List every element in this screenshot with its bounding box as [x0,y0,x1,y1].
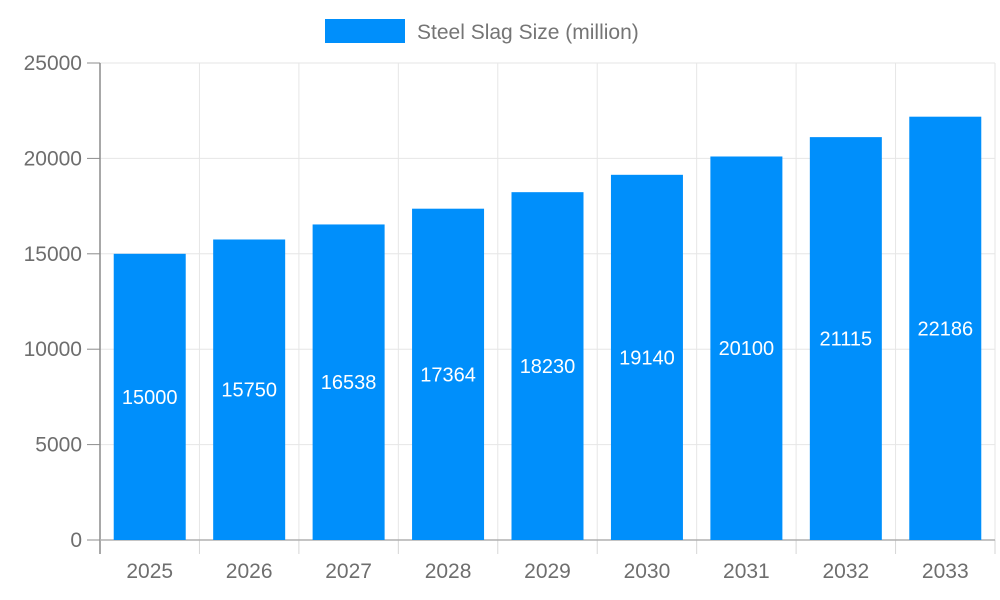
bar[interactable] [610,174,683,540]
x-axis-tick-label: 2032 [822,560,869,583]
x-axis-tick-label: 2025 [126,560,173,583]
bar[interactable] [710,156,783,540]
bar[interactable] [909,116,982,541]
bar-series [113,116,982,541]
bar-value-labels: 15000 15750 16538 17364 18230 19140 20100 21115… [122,318,973,409]
y-axis-tick-label: 0 [70,529,82,552]
bar-value-label: 18230 [520,356,576,378]
x-axis-tick-label: 2028 [425,560,472,583]
legend-label[interactable]: Steel Slag Size (million) [417,21,639,44]
x-axis-tick-label: 2027 [325,560,372,583]
y-axis-tick-label: 15000 [24,243,82,266]
bar-value-label: 15750 [221,380,277,402]
bar-value-label: 15000 [122,387,178,409]
bar-value-label: 20100 [719,338,775,360]
bar-value-label: 22186 [917,318,973,340]
y-axis-tick-label: 5000 [35,434,82,457]
x-axis-tick-label: 2033 [922,560,969,583]
legend-swatch[interactable] [325,19,405,43]
x-axis-tick-label: 2029 [524,560,571,583]
x-axis-tick-label: 2030 [624,560,671,583]
bar[interactable] [511,192,584,540]
bar-value-label: 16538 [321,372,377,394]
x-axis-tick-label: 2031 [723,560,770,583]
bar-value-label: 19140 [619,347,675,369]
axis-labels: 0 5000 10000 15000 20000 25000 2025 2026 2027 202… [24,52,969,583]
legend[interactable]: Steel Slag Size (million) [325,19,639,44]
x-axis-tick-label: 2026 [226,560,273,583]
bar[interactable] [809,137,882,540]
y-axis-tick-label: 20000 [24,147,82,170]
bar-value-label: 21115 [820,329,873,351]
bar[interactable] [312,224,385,540]
bar[interactable] [213,239,286,541]
bar-value-label: 17364 [420,364,476,386]
bar[interactable] [412,208,485,540]
y-axis-tick-label: 25000 [24,52,82,75]
bar[interactable] [113,253,186,541]
y-axis-tick-label: 10000 [24,338,82,361]
